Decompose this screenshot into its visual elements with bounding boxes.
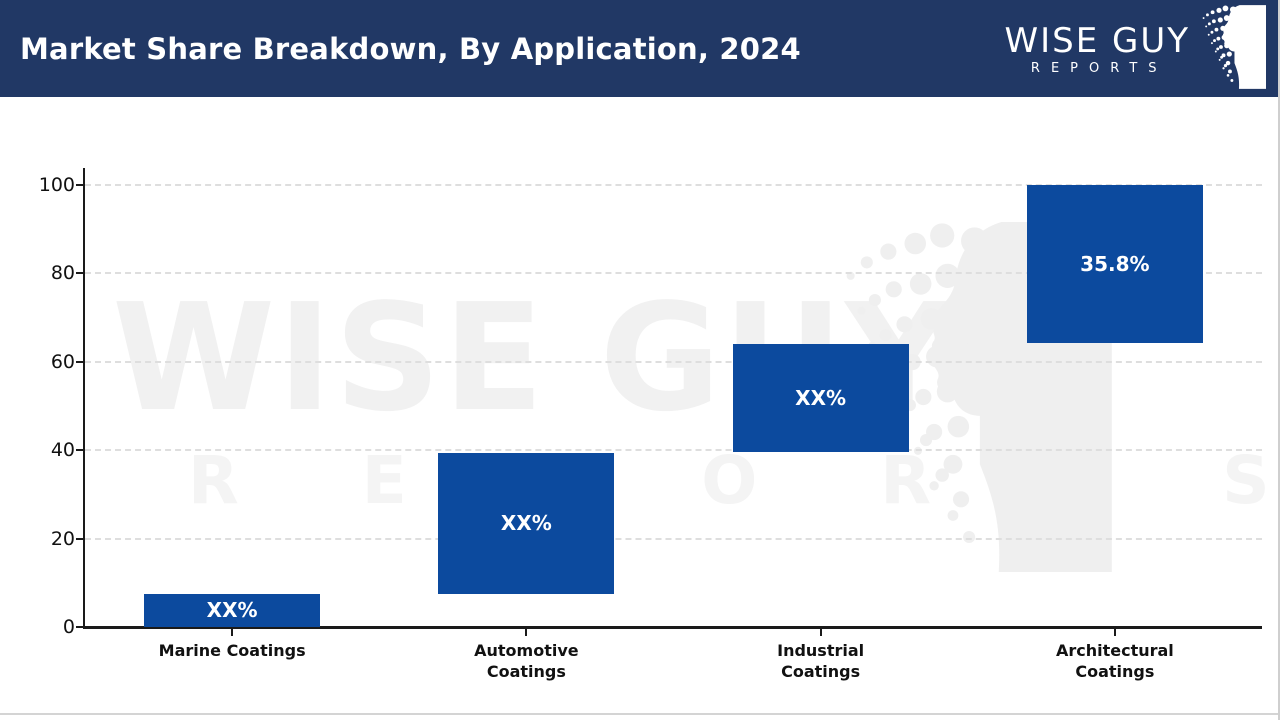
bar-value-label: XX% [500, 511, 552, 536]
x-tick-mark [525, 629, 528, 636]
waterfall-bar: 35.8% [1026, 185, 1203, 344]
bar-value-label: 35.8% [1080, 252, 1150, 277]
y-tick-label: 0 [62, 616, 75, 638]
h-gridline [85, 184, 1262, 186]
bar-value-label: XX% [795, 386, 847, 411]
header-band: Market Share Breakdown, By Application, … [0, 0, 1278, 97]
h-gridline [85, 537, 1262, 540]
wise-guy-logo: WISE GUY REPORTS [1004, 5, 1266, 93]
h-gridline [85, 449, 1262, 452]
logo-subtitle: REPORTS [1030, 60, 1168, 76]
bar-value-label: XX% [206, 598, 258, 623]
y-tick-mark [76, 626, 85, 628]
x-tick-mark [819, 629, 822, 636]
x-category-label: Architectural Coatings [1055, 641, 1174, 681]
page-title: Market Share Breakdown, By Application, … [20, 31, 801, 66]
waterfall-bar: XX% [438, 452, 615, 594]
x-category-label: Marine Coatings [158, 641, 306, 660]
x-tick-mark [1113, 629, 1116, 636]
y-tick-label: 80 [50, 262, 75, 285]
logo-wordmark: WISE GUY [1004, 20, 1190, 61]
waterfall-bar: XX% [732, 344, 909, 452]
y-tick-label: 60 [50, 350, 75, 373]
y-tick-mark [76, 272, 85, 275]
h-gridline [85, 360, 1262, 363]
logo-text: WISE GUY REPORTS [1004, 23, 1190, 76]
y-tick-mark [76, 360, 85, 363]
x-tick-mark [231, 629, 234, 636]
y-tick-mark [76, 449, 85, 452]
y-tick-label: 100 [38, 174, 75, 196]
y-tick-label: 20 [50, 527, 75, 550]
dotted-face-logo-icon [1192, 5, 1266, 93]
bottom-divider [0, 713, 1278, 715]
x-category-label: Automotive Coatings [474, 641, 579, 681]
y-tick-label: 40 [50, 439, 75, 462]
y-tick-mark [76, 537, 85, 540]
x-category-label: Industrial Coatings [777, 641, 865, 681]
waterfall-bar: XX% [144, 593, 321, 627]
y-tick-mark [76, 184, 85, 186]
h-gridline [85, 272, 1262, 275]
y-axis-line [83, 168, 85, 629]
x-axis-line [83, 626, 1262, 629]
